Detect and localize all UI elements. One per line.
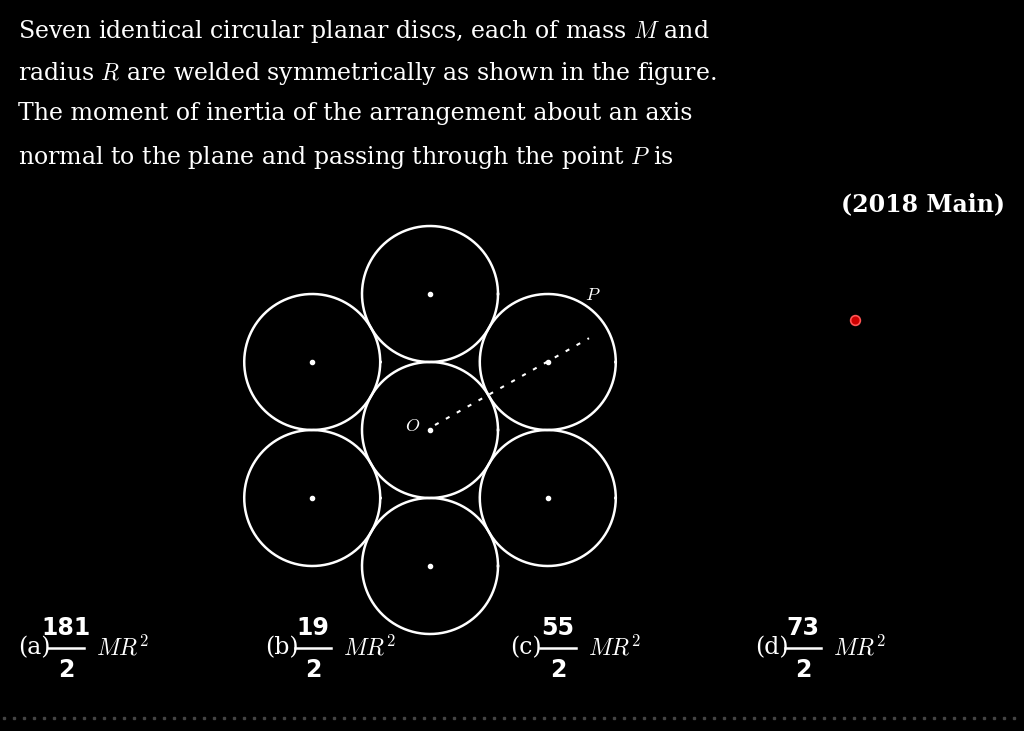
Text: normal to the plane and passing through the point $P$ is: normal to the plane and passing through …	[18, 144, 674, 171]
Text: $MR^2$: $MR^2$	[588, 635, 641, 661]
Text: 73: 73	[786, 616, 819, 640]
Text: (2018 Main): (2018 Main)	[841, 192, 1005, 216]
Text: The moment of inertia of the arrangement about an axis: The moment of inertia of the arrangement…	[18, 102, 692, 125]
Text: (c): (c)	[510, 637, 542, 659]
Text: $O$: $O$	[404, 417, 420, 435]
Text: $MR^2$: $MR^2$	[96, 635, 150, 661]
Text: (d): (d)	[755, 637, 788, 659]
Text: radius $R$ are welded symmetrically as shown in the figure.: radius $R$ are welded symmetrically as s…	[18, 60, 717, 87]
Text: $MR^2$: $MR^2$	[343, 635, 396, 661]
Text: 55: 55	[542, 616, 574, 640]
Text: 2: 2	[305, 658, 322, 682]
Text: 2: 2	[57, 658, 74, 682]
Text: (a): (a)	[18, 637, 50, 659]
Text: 2: 2	[550, 658, 566, 682]
Text: 19: 19	[297, 616, 330, 640]
Text: (b): (b)	[265, 637, 299, 659]
Text: 181: 181	[41, 616, 91, 640]
Text: Seven identical circular planar discs, each of mass $M$ and: Seven identical circular planar discs, e…	[18, 18, 710, 45]
Text: 2: 2	[795, 658, 811, 682]
Text: $P$: $P$	[585, 287, 601, 304]
Text: $MR^2$: $MR^2$	[833, 635, 886, 661]
